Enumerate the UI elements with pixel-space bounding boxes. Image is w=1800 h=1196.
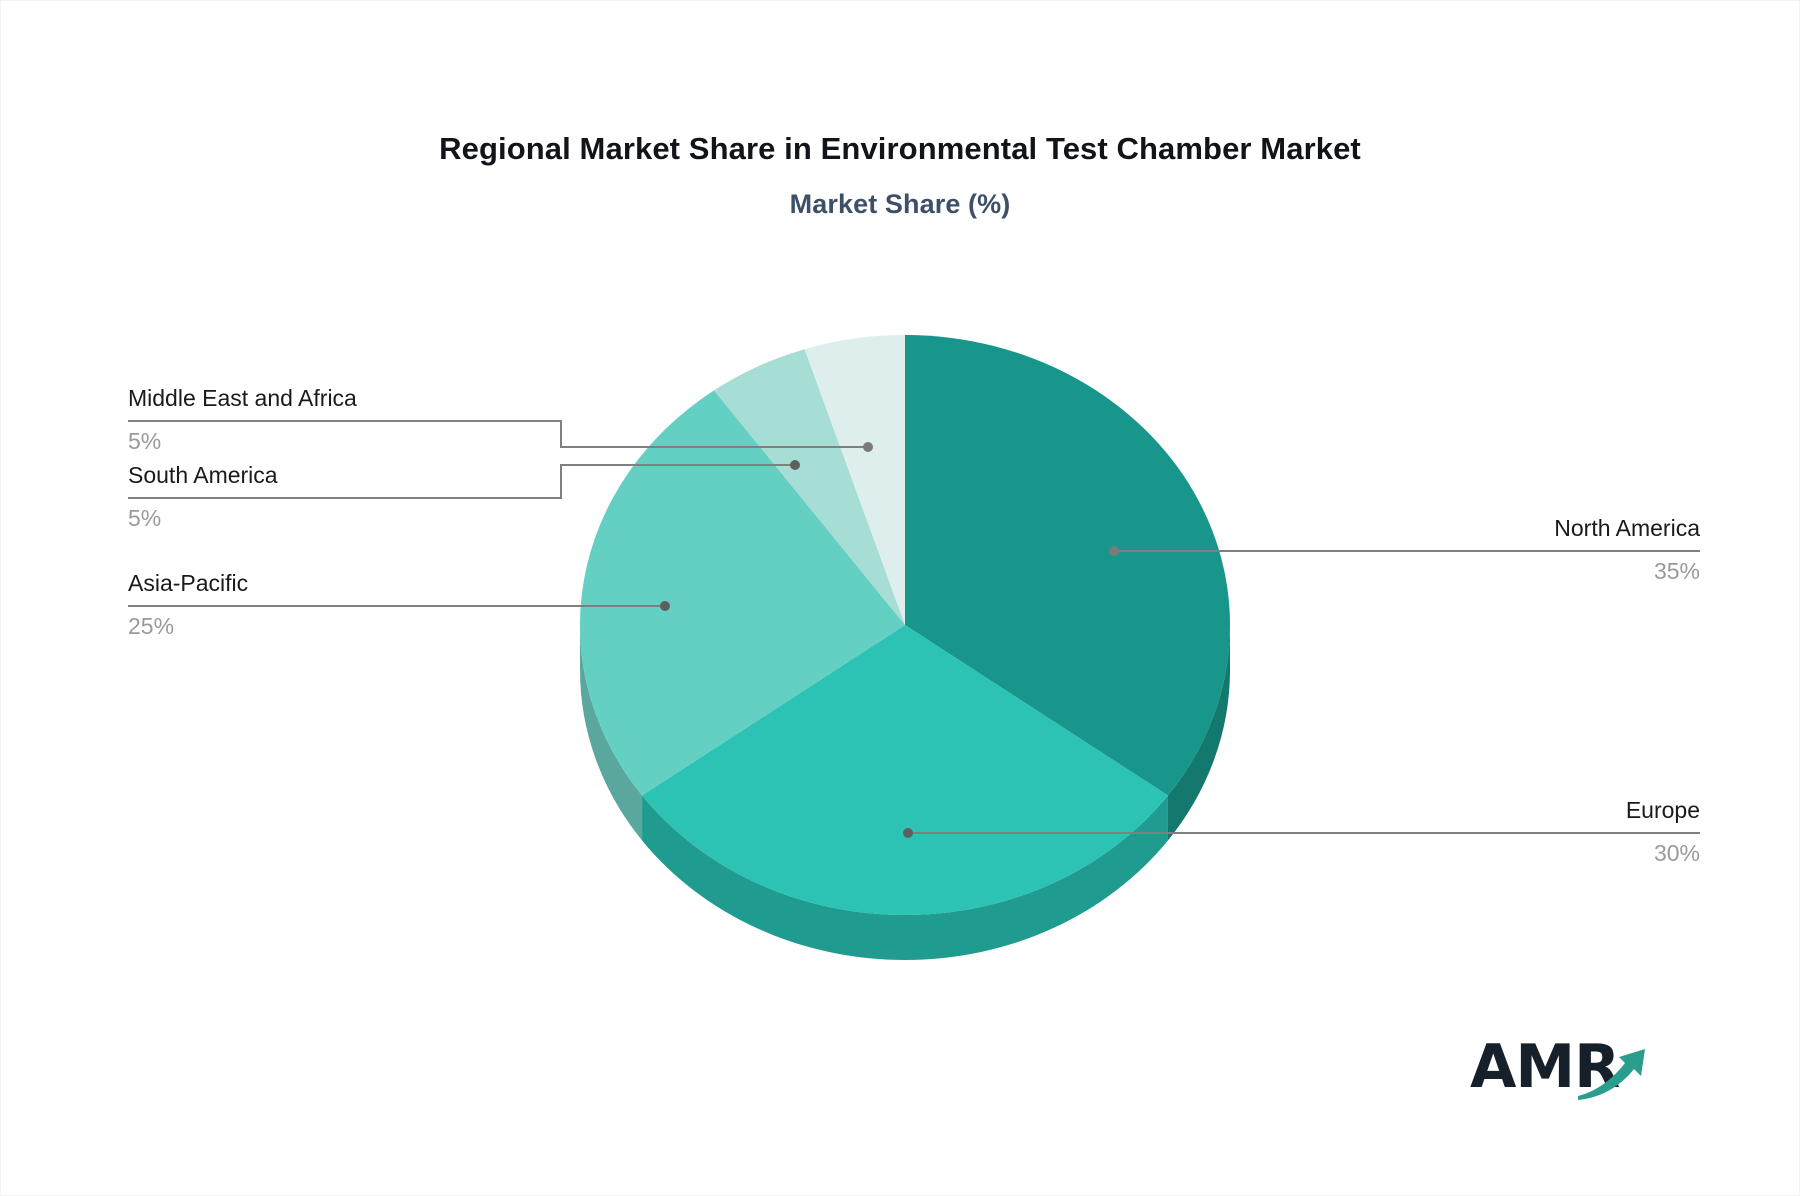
leader-dot-asia-pacific: [660, 601, 670, 611]
growth-arrow-icon: [1578, 1049, 1645, 1100]
callout-label-asia-pacific: Asia-Pacific: [128, 570, 249, 596]
pie-slice-asia-pacific[interactable]: [580, 390, 905, 796]
chart-subtitle: Market Share (%): [789, 189, 1011, 219]
pie-slice-north-america[interactable]: [905, 335, 1230, 796]
callout-label-europe: Europe: [1625, 797, 1700, 823]
pie-depth-walls: [580, 625, 1230, 960]
leader-dot-middle-east-and-africa: [863, 442, 873, 452]
amr-logo: AMR: [1470, 1030, 1660, 1102]
callout-label-middle-east-and-africa: Middle East and Africa: [128, 385, 357, 411]
callout-label-north-america: North America: [1554, 515, 1700, 541]
pie-side-asia-pacific: [580, 625, 643, 841]
pie-side-north-america: [1167, 625, 1230, 841]
callout-label-south-america: South America: [128, 462, 278, 488]
chart-title: Regional Market Share in Environmental T…: [439, 131, 1361, 166]
pie-slice-europe[interactable]: [642, 625, 1168, 915]
pie-slice-middle-east-and-africa[interactable]: [804, 335, 905, 625]
callout-value-south-america: 5%: [128, 505, 162, 531]
leader-dot-south-america: [790, 460, 800, 470]
pie-side-europe: [642, 795, 1168, 960]
leader-dot-europe: [903, 828, 913, 838]
callout-value-middle-east-and-africa: 5%: [128, 428, 162, 454]
callout-value-north-america: 35%: [1653, 558, 1700, 584]
pie-slice-south-america[interactable]: [713, 349, 905, 625]
leader-dot-north-america: [1109, 546, 1119, 556]
callout-value-europe: 30%: [1653, 840, 1700, 866]
leader-lines: [128, 420, 1700, 838]
callout-value-asia-pacific: 25%: [128, 613, 175, 639]
pie-slices: [580, 335, 1230, 915]
